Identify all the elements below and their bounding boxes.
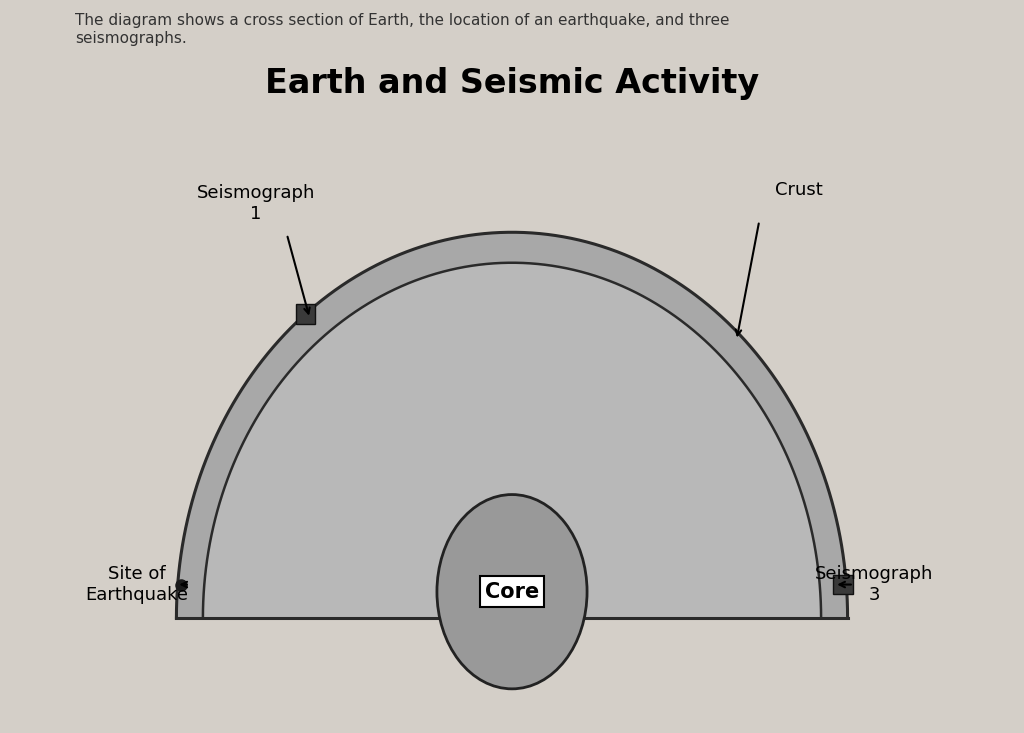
Polygon shape: [203, 262, 821, 618]
Text: Seismograph
1: Seismograph 1: [197, 184, 315, 223]
Bar: [834, 575, 853, 594]
Text: Crust: Crust: [775, 181, 823, 199]
Polygon shape: [176, 232, 848, 618]
Text: The diagram shows a cross section of Earth, the location of an earthquake, and t: The diagram shows a cross section of Ear…: [75, 13, 729, 45]
Ellipse shape: [437, 495, 587, 689]
Text: Seismograph
3: Seismograph 3: [815, 565, 933, 604]
Bar: [296, 304, 315, 324]
Text: Core: Core: [485, 582, 539, 602]
Polygon shape: [176, 232, 848, 618]
Text: Earth and Seismic Activity: Earth and Seismic Activity: [265, 67, 759, 100]
Text: Site of
Earthquake: Site of Earthquake: [85, 565, 188, 604]
